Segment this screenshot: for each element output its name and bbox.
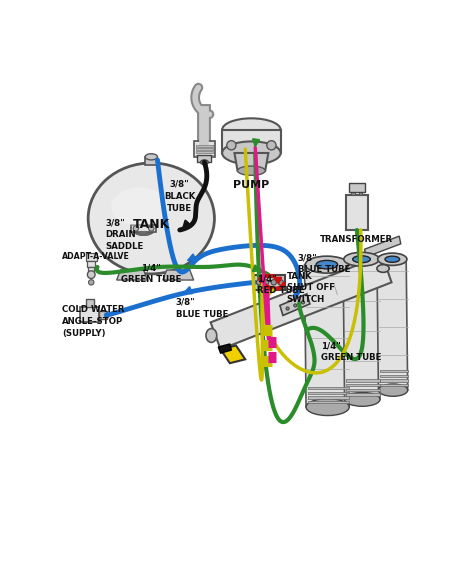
Ellipse shape bbox=[222, 118, 281, 142]
Ellipse shape bbox=[378, 384, 408, 396]
Text: 1/4"
GREEN TUBE: 1/4" GREEN TUBE bbox=[321, 341, 381, 362]
Polygon shape bbox=[308, 401, 349, 403]
Polygon shape bbox=[377, 259, 408, 390]
Circle shape bbox=[278, 279, 283, 285]
Circle shape bbox=[301, 301, 304, 304]
Polygon shape bbox=[304, 265, 349, 407]
Polygon shape bbox=[255, 275, 285, 290]
Ellipse shape bbox=[206, 328, 217, 343]
Polygon shape bbox=[343, 259, 380, 399]
Ellipse shape bbox=[237, 166, 265, 175]
Circle shape bbox=[87, 271, 95, 278]
Polygon shape bbox=[346, 393, 380, 395]
Polygon shape bbox=[198, 155, 211, 162]
Polygon shape bbox=[210, 255, 392, 349]
Text: ADAPT-A-VALVE: ADAPT-A-VALVE bbox=[62, 251, 130, 261]
Polygon shape bbox=[380, 370, 408, 373]
Polygon shape bbox=[145, 157, 157, 164]
Polygon shape bbox=[359, 186, 362, 195]
Polygon shape bbox=[196, 149, 213, 150]
Circle shape bbox=[149, 226, 154, 231]
Circle shape bbox=[264, 279, 269, 285]
Polygon shape bbox=[117, 270, 147, 280]
Polygon shape bbox=[346, 389, 380, 391]
Ellipse shape bbox=[345, 393, 380, 406]
Polygon shape bbox=[196, 145, 213, 147]
Text: 3/8"
BLACK
TUBE: 3/8" BLACK TUBE bbox=[164, 180, 195, 213]
Text: TANK
SHUT OFF
SWITCH: TANK SHUT OFF SWITCH bbox=[287, 271, 335, 304]
Text: COLD WATER
ANGLE-STOP
(SUPPLY): COLD WATER ANGLE-STOP (SUPPLY) bbox=[62, 306, 125, 338]
Ellipse shape bbox=[145, 154, 157, 160]
Circle shape bbox=[267, 141, 276, 150]
Ellipse shape bbox=[111, 187, 168, 226]
Circle shape bbox=[133, 226, 138, 231]
Polygon shape bbox=[308, 391, 349, 394]
Text: TANK: TANK bbox=[133, 218, 170, 231]
Polygon shape bbox=[235, 153, 268, 171]
Ellipse shape bbox=[378, 253, 407, 265]
Polygon shape bbox=[349, 183, 365, 192]
Polygon shape bbox=[196, 155, 213, 156]
Circle shape bbox=[271, 279, 276, 285]
Polygon shape bbox=[88, 267, 94, 273]
Polygon shape bbox=[86, 253, 97, 261]
Polygon shape bbox=[194, 142, 215, 157]
Polygon shape bbox=[380, 375, 408, 377]
Polygon shape bbox=[280, 294, 310, 315]
Polygon shape bbox=[365, 236, 401, 257]
Ellipse shape bbox=[306, 399, 349, 415]
Polygon shape bbox=[163, 270, 194, 280]
Ellipse shape bbox=[316, 261, 337, 269]
Polygon shape bbox=[196, 151, 213, 153]
Ellipse shape bbox=[377, 265, 389, 273]
Text: 3/8"
BLUE TUBE: 3/8" BLUE TUBE bbox=[298, 253, 350, 274]
Polygon shape bbox=[346, 380, 380, 382]
Polygon shape bbox=[380, 380, 408, 382]
Polygon shape bbox=[81, 307, 99, 323]
Polygon shape bbox=[222, 130, 281, 153]
Ellipse shape bbox=[353, 256, 370, 263]
Polygon shape bbox=[220, 345, 245, 363]
Polygon shape bbox=[346, 195, 368, 230]
Text: 3/8"
BLUE TUBE: 3/8" BLUE TUBE bbox=[176, 298, 228, 319]
Text: 1/4"
GREEN TUBE: 1/4" GREEN TUBE bbox=[121, 263, 182, 284]
Circle shape bbox=[294, 304, 297, 307]
Ellipse shape bbox=[305, 256, 348, 273]
Polygon shape bbox=[219, 344, 231, 353]
Text: TRANSFORMER: TRANSFORMER bbox=[320, 234, 393, 244]
Circle shape bbox=[256, 279, 262, 285]
Ellipse shape bbox=[88, 163, 214, 274]
Circle shape bbox=[227, 141, 236, 150]
Text: 1/4"
RED TUBE: 1/4" RED TUBE bbox=[257, 275, 304, 295]
Ellipse shape bbox=[222, 142, 281, 164]
Polygon shape bbox=[352, 186, 355, 195]
Ellipse shape bbox=[385, 256, 400, 262]
Polygon shape bbox=[346, 384, 380, 386]
Polygon shape bbox=[380, 384, 408, 386]
Polygon shape bbox=[86, 299, 93, 307]
Polygon shape bbox=[308, 387, 349, 389]
Text: PUMP: PUMP bbox=[233, 180, 270, 190]
Polygon shape bbox=[99, 311, 107, 319]
Circle shape bbox=[89, 279, 94, 285]
Text: 3/8"
DRAIN
SADDLE: 3/8" DRAIN SADDLE bbox=[105, 218, 143, 251]
Polygon shape bbox=[131, 225, 156, 232]
Circle shape bbox=[286, 307, 289, 310]
Ellipse shape bbox=[201, 160, 208, 164]
Polygon shape bbox=[87, 261, 95, 267]
Ellipse shape bbox=[344, 252, 379, 266]
Polygon shape bbox=[308, 396, 349, 399]
